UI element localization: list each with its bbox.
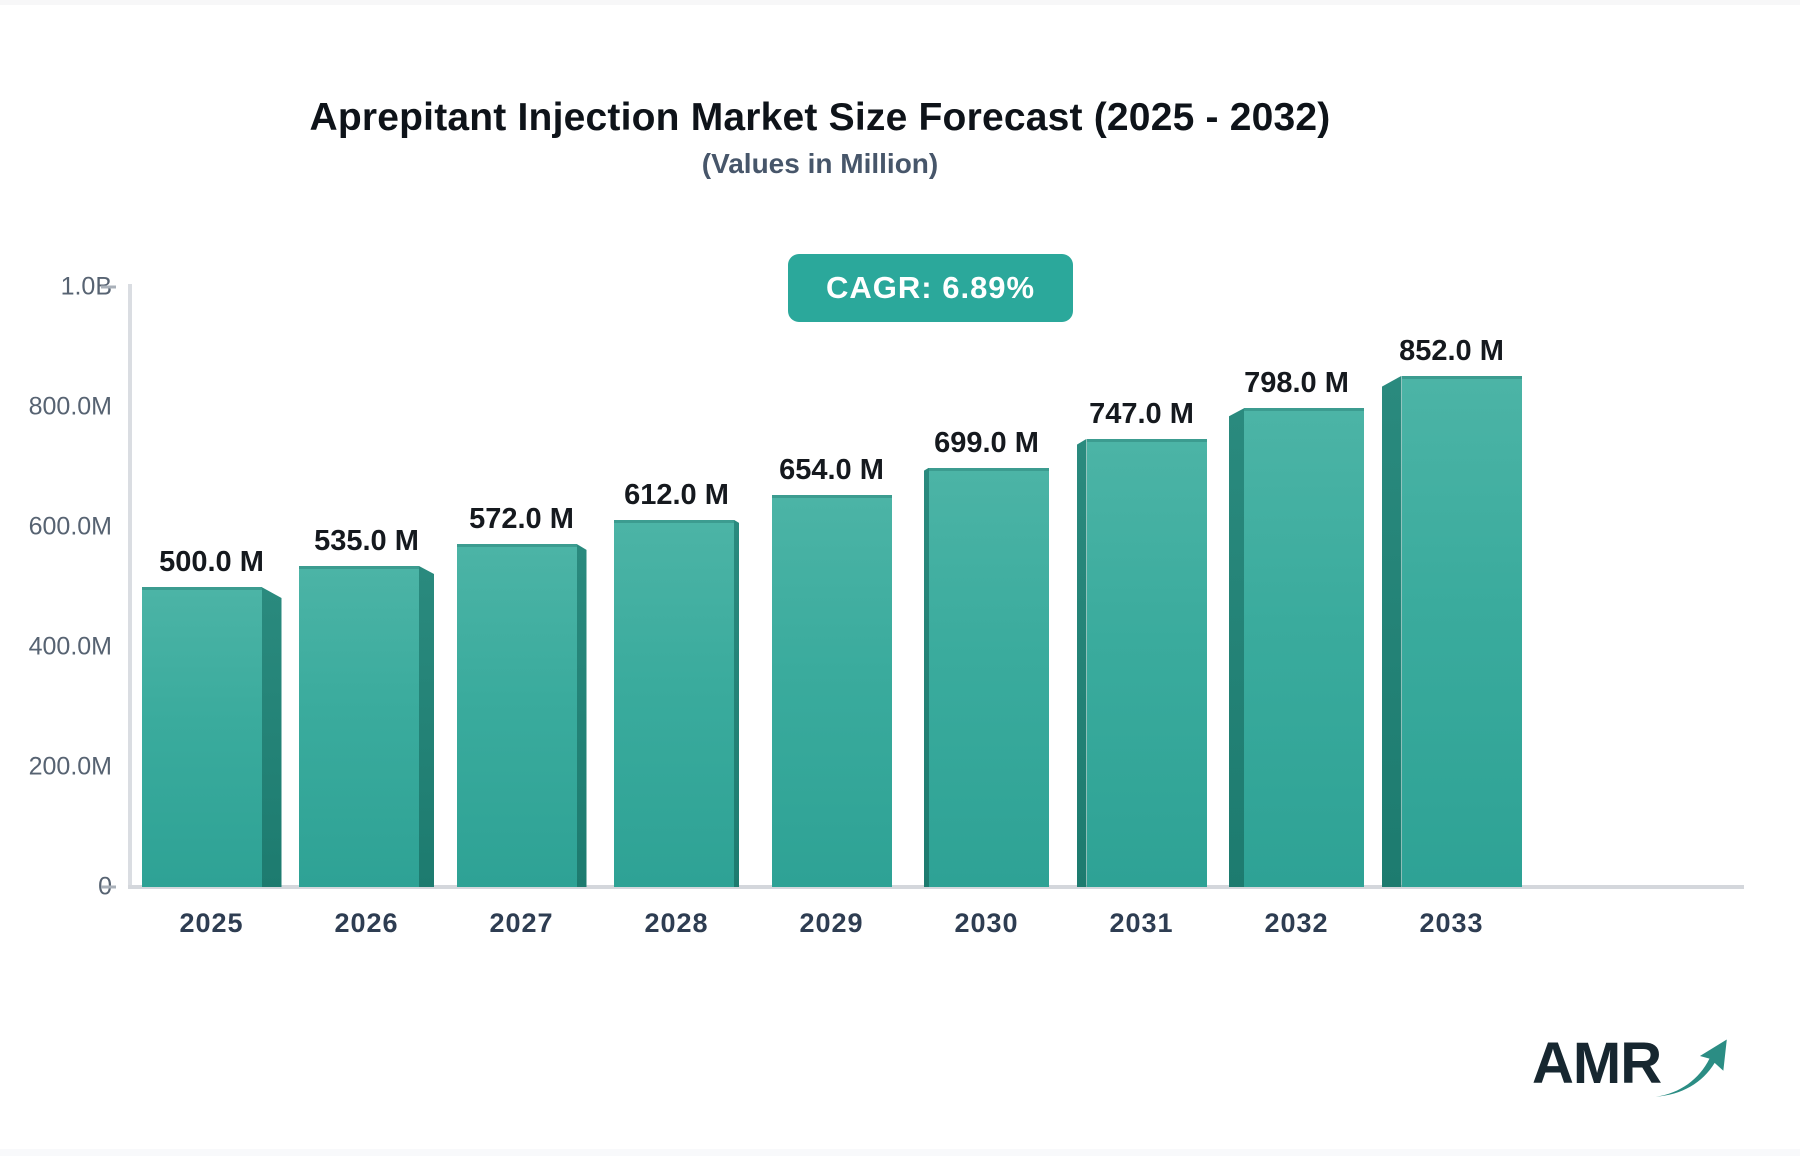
y-tick-label: 600.0M (28, 512, 112, 541)
x-axis-label: 2030 (954, 908, 1019, 938)
bar (1086, 438, 1207, 887)
cagr-badge: CAGR: 6.89% (788, 254, 1074, 322)
growth-arrow-icon (1655, 1039, 1727, 1097)
bottom-edge-strip (0, 1149, 1800, 1156)
bar (771, 494, 892, 887)
chart-subtitle: (Values in Million) (701, 148, 939, 179)
bar-side-face (419, 566, 434, 887)
y-tick-label: 0 (0, 873, 112, 902)
y-tick-dash (101, 885, 116, 889)
bar (1401, 375, 1522, 887)
bars-area: 500.0 M 535.0 M 572.0 M 612.0 M 654.0 M 699.0… (134, 287, 1530, 887)
bar-side-face (576, 543, 587, 887)
bar-slot-2026: 535.0 M (289, 287, 444, 887)
x-axis-label: 2029 (799, 908, 864, 938)
bar (299, 566, 419, 887)
bar-side-face (1076, 438, 1087, 887)
y-tick-label: 400.0M (28, 632, 112, 661)
y-tick-dash (101, 285, 116, 289)
top-edge-strip (0, 0, 1800, 5)
bar-value-label: 572.0 M (469, 502, 574, 535)
y-tick-label: 800.0M (28, 392, 112, 421)
bar-slot-2027: 572.0 M (444, 287, 599, 887)
bar-side-face (1381, 375, 1402, 887)
bar (1244, 408, 1364, 887)
bar-slot-2032: 798.0 M (1219, 287, 1374, 887)
x-axis-label: 2027 (489, 908, 554, 938)
y-tick-label: 1.0B (60, 272, 112, 301)
bar (456, 543, 577, 887)
chart-title: Aprepitant Injection Market Size Forecas… (309, 96, 1331, 139)
x-axis-label: 2025 (179, 908, 244, 938)
x-axis-label: 2031 (1109, 908, 1174, 938)
bar (141, 587, 262, 887)
bar-slot-2033: 852.0 M (1374, 287, 1529, 887)
bar-value-label: 798.0 M (1244, 367, 1349, 400)
bar-slot-2029: 654.0 M (754, 287, 909, 887)
brand-logo: AMR (1532, 1030, 1742, 1110)
bar-slot-2025: 500.0 M (134, 287, 289, 887)
brand-logo-text: AMR (1532, 1031, 1662, 1096)
y-tick-label: 200.0M (28, 752, 112, 781)
bar-slot-2028: 612.0 M (599, 287, 754, 887)
x-axis-label: 2026 (334, 908, 399, 938)
bar-value-label: 535.0 M (314, 525, 419, 557)
bar-side-face (261, 587, 282, 887)
bar-side-face (734, 519, 739, 887)
bar-value-label: 612.0 M (624, 478, 729, 511)
bar-slot-2031: 747.0 M (1064, 287, 1219, 887)
bar-value-label: 852.0 M (1399, 334, 1504, 367)
bar (929, 467, 1049, 887)
bar-side-face (924, 467, 929, 887)
bar-side-face (1229, 408, 1244, 887)
x-axis-label: 2032 (1264, 908, 1329, 938)
bar-value-label: 654.0 M (779, 453, 884, 486)
x-axis-line (128, 885, 1744, 889)
bar-slot-2030: 699.0 M (909, 287, 1064, 887)
bar-value-label: 747.0 M (1089, 397, 1194, 430)
y-axis-line (128, 284, 132, 887)
x-axis-label: 2033 (1419, 908, 1484, 938)
bar-value-label: 699.0 M (934, 426, 1039, 459)
bar-value-label: 500.0 M (159, 546, 264, 578)
bar (614, 519, 734, 887)
x-axis-label: 2028 (644, 908, 709, 938)
